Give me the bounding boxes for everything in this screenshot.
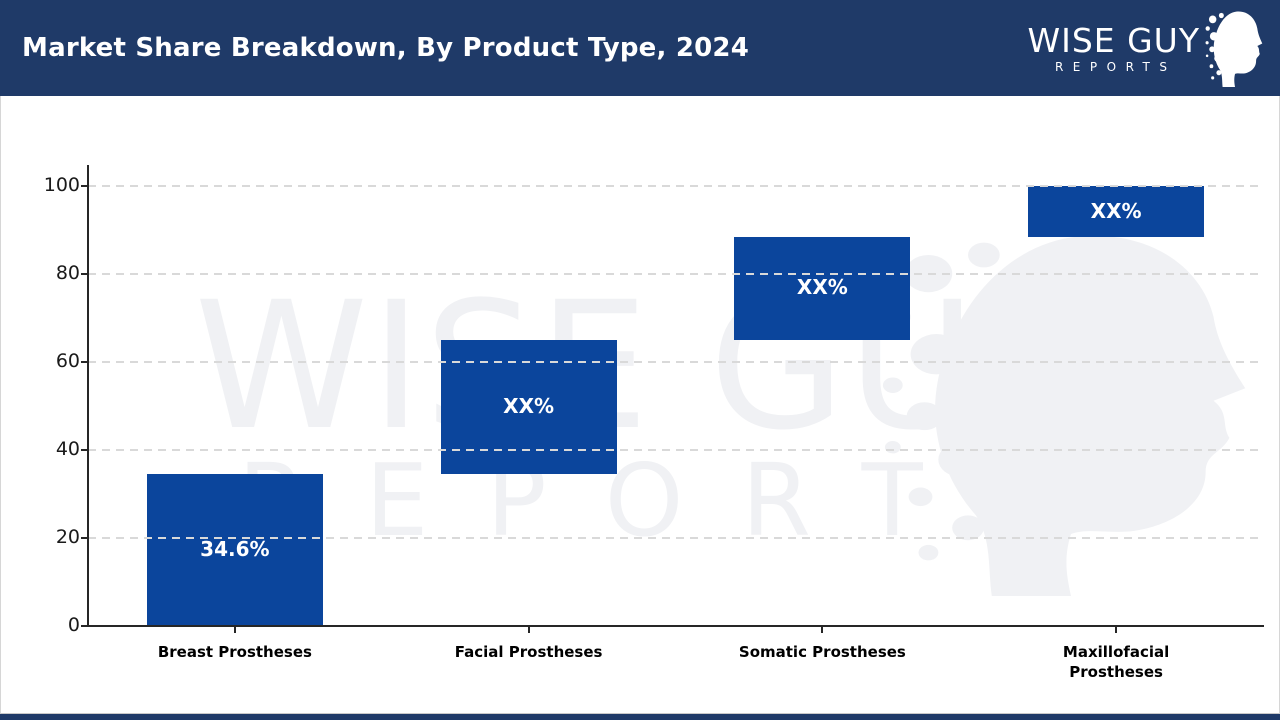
y-tick-mark bbox=[81, 625, 87, 627]
x-tick-mark bbox=[821, 626, 824, 633]
gridline bbox=[88, 537, 1263, 539]
category-label: Maxillofacial Prostheses bbox=[1062, 643, 1170, 682]
y-tick-mark bbox=[81, 273, 87, 275]
category-label: Facial Prostheses bbox=[454, 643, 603, 661]
bar-value-label: XX% bbox=[503, 393, 555, 418]
gridline bbox=[88, 185, 1263, 187]
bar bbox=[734, 237, 911, 340]
watermark-head-icon bbox=[882, 235, 1246, 596]
y-tick-label: 20 bbox=[55, 526, 80, 548]
x-tick-mark bbox=[527, 626, 530, 633]
y-tick-label: 40 bbox=[55, 438, 80, 460]
chart-card: WISE GUY REPORTS 0 20 40 60 80 100 34.6% Breast… bbox=[0, 96, 1280, 714]
y-tick-label: 80 bbox=[55, 262, 80, 284]
y-tick-mark bbox=[81, 185, 87, 187]
bar-value-label: XX% bbox=[1090, 198, 1142, 223]
x-tick-mark bbox=[1115, 626, 1118, 633]
gridline bbox=[88, 273, 1263, 275]
category-label: Breast Prostheses bbox=[157, 643, 312, 661]
x-axis-line bbox=[87, 625, 1264, 627]
gridline bbox=[88, 361, 1263, 363]
logo-subtitle: REPORTS bbox=[1054, 59, 1177, 74]
logo-text: WISE GUY REPORTS bbox=[1027, 24, 1200, 73]
bar bbox=[146, 473, 323, 626]
y-tick-mark bbox=[81, 449, 87, 451]
gridline bbox=[88, 449, 1263, 451]
y-tick-label: 100 bbox=[43, 174, 80, 196]
y-tick-mark bbox=[81, 537, 87, 539]
y-tick-mark bbox=[81, 361, 87, 363]
y-tick-label: 60 bbox=[55, 350, 80, 372]
bar bbox=[1028, 186, 1205, 238]
footer-bar bbox=[0, 714, 1280, 720]
wise-guy-logo: WISE GUY REPORTS bbox=[1027, 9, 1266, 87]
category-label: Somatic Prostheses bbox=[738, 643, 906, 661]
header-bar: Market Share Breakdown, By Product Type,… bbox=[0, 0, 1280, 96]
x-tick-mark bbox=[233, 626, 236, 633]
bar-value-label: XX% bbox=[796, 275, 848, 300]
dotted-head-icon bbox=[1205, 11, 1263, 87]
bar-value-label: 34.6% bbox=[200, 536, 270, 561]
page-title: Market Share Breakdown, By Product Type,… bbox=[22, 33, 749, 63]
y-axis-line bbox=[87, 165, 89, 627]
logo-name: WISE GUY bbox=[1027, 20, 1200, 60]
y-tick-label: 0 bbox=[67, 614, 80, 636]
